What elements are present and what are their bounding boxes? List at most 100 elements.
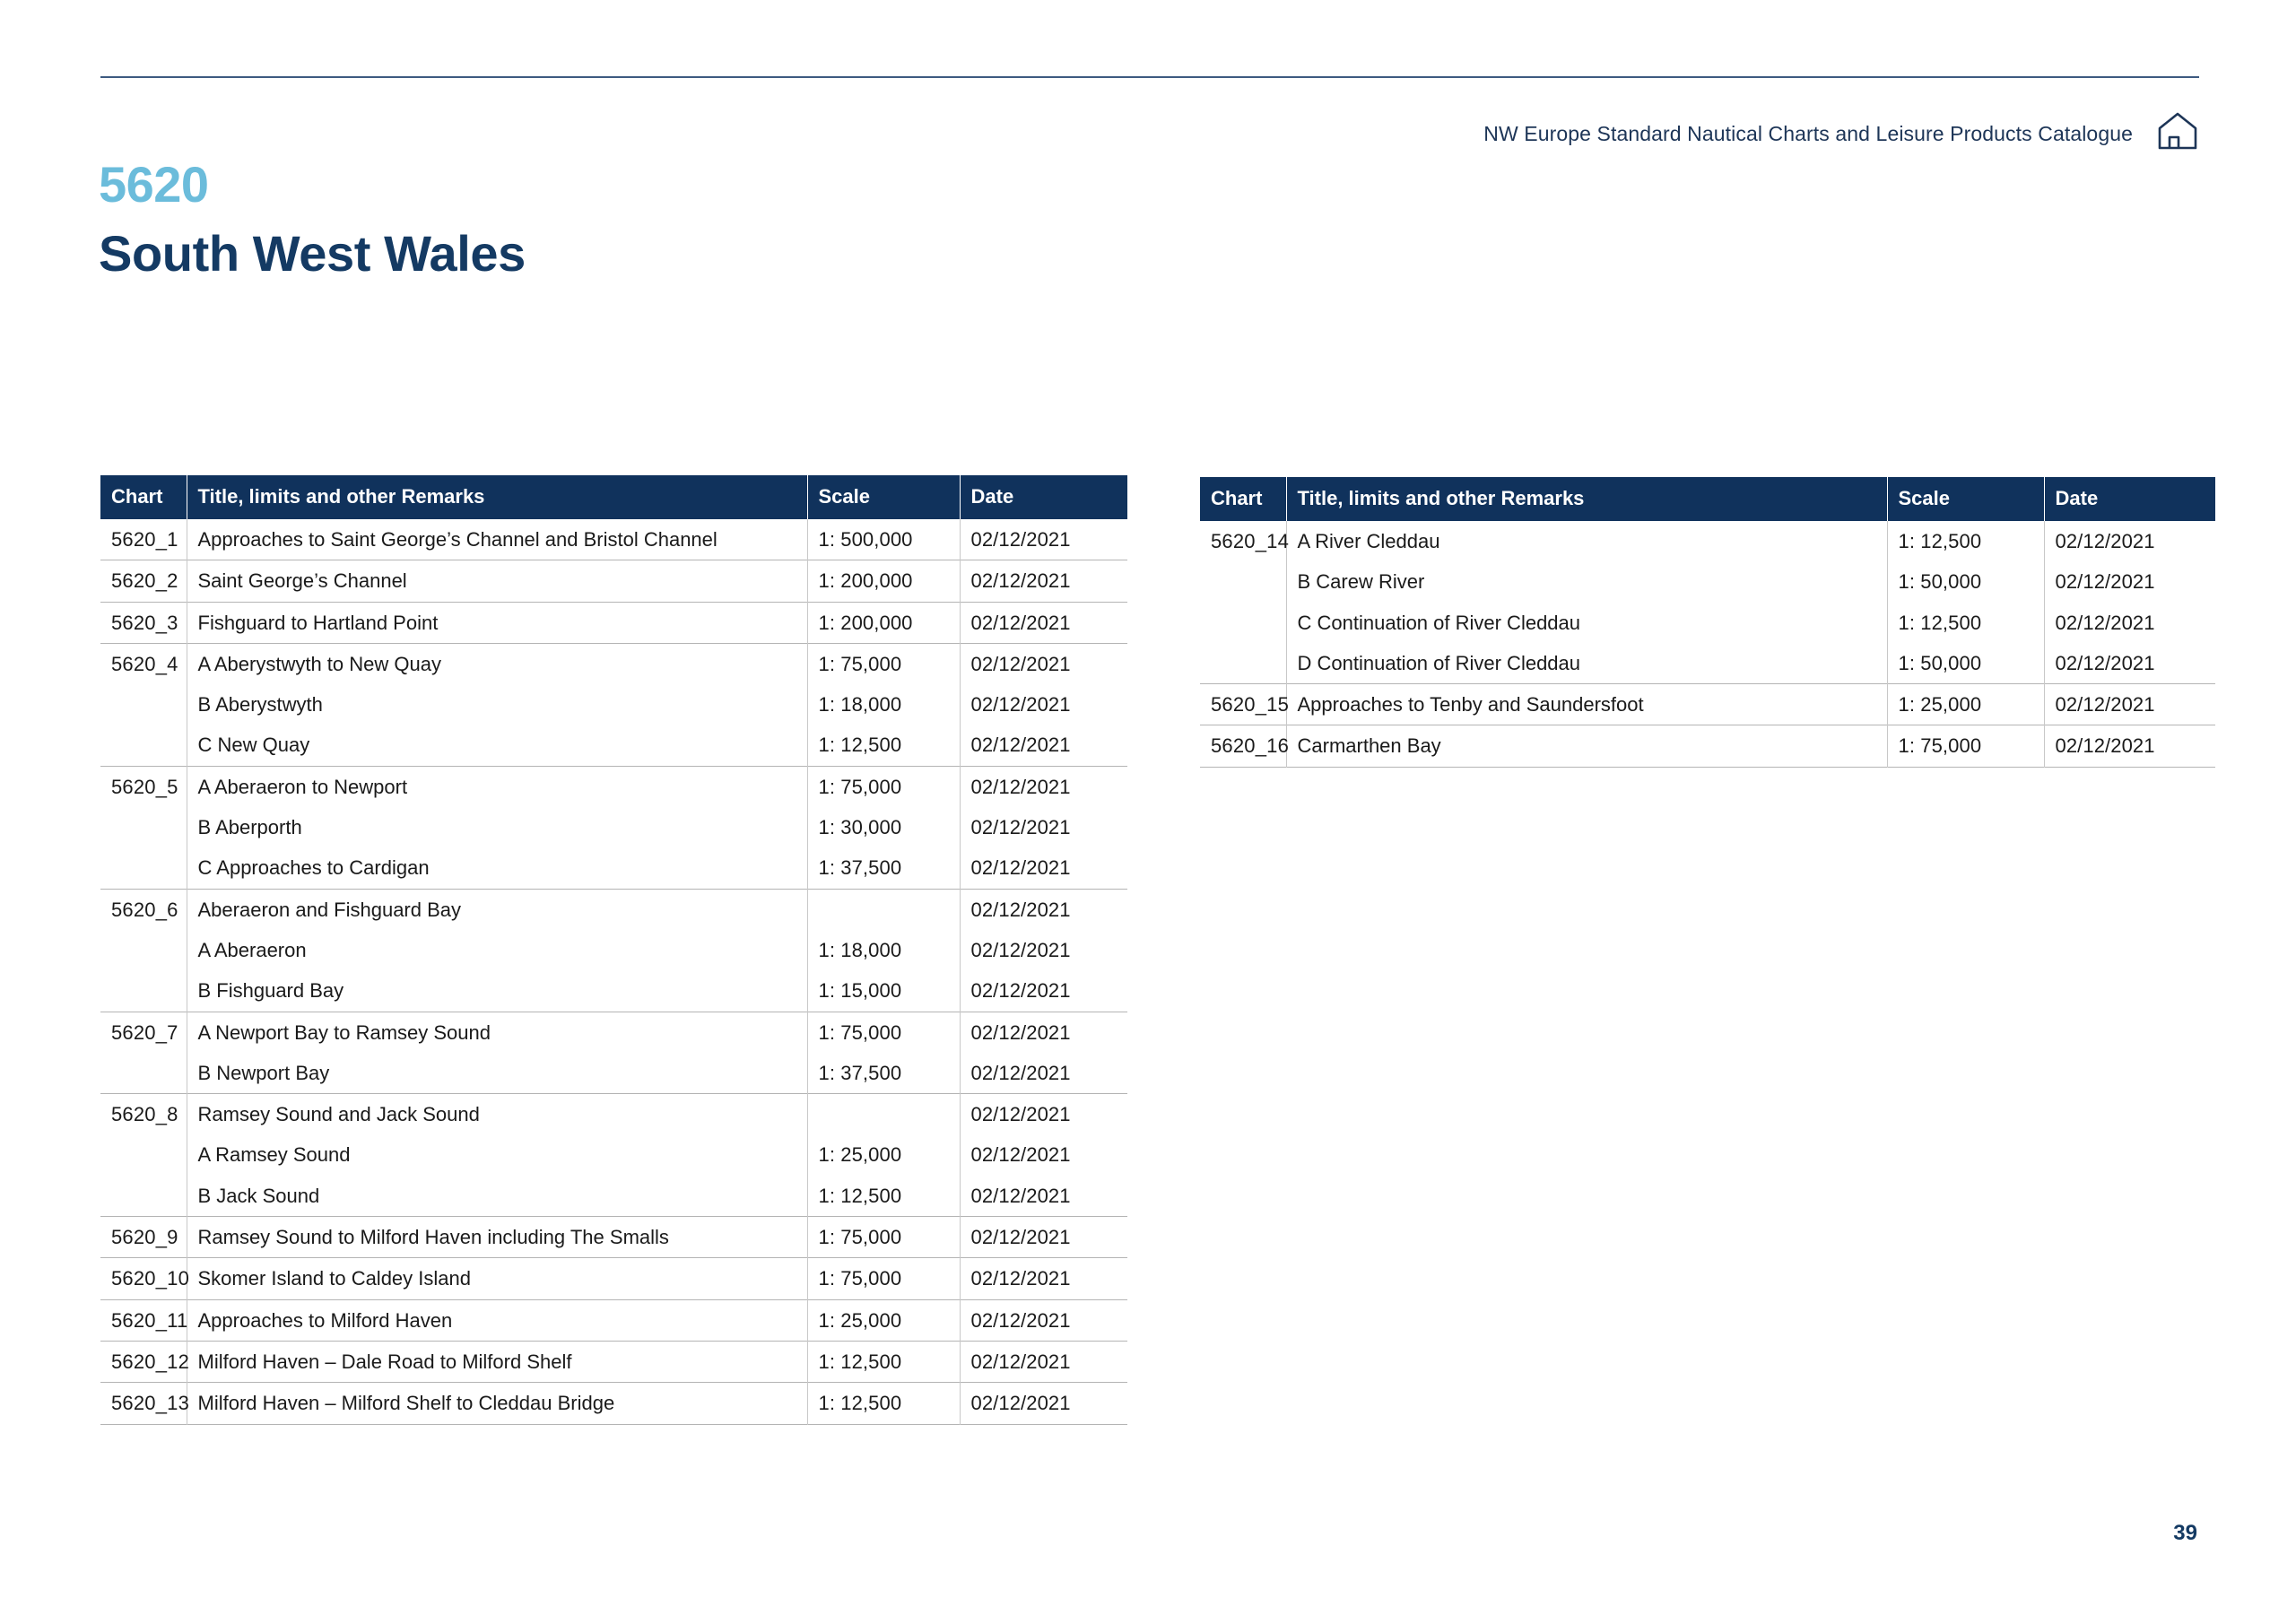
cell-date: 02/12/2021 (960, 888, 1127, 930)
cell-date: 02/12/2021 (960, 684, 1127, 725)
table-header-right: Chart Title, limits and other Remarks Sc… (1200, 477, 2215, 521)
cell-chart (100, 1134, 187, 1176)
cell-chart (1200, 642, 1287, 684)
cell-scale: 1: 18,000 (807, 929, 961, 971)
cell-title: A Ramsey Sound (187, 1134, 808, 1176)
cell-title: A Newport Bay to Ramsey Sound (187, 1011, 808, 1053)
cell-title: Milford Haven – Dale Road to Milford She… (187, 1340, 808, 1383)
cell-title: Skomer Island to Caldey Island (187, 1257, 808, 1300)
column-header-title: Title, limits and other Remarks (1286, 477, 1888, 521)
cell-scale: 1: 25,000 (807, 1134, 961, 1176)
home-icon[interactable] (2156, 112, 2199, 152)
cell-chart: 5620_9 (100, 1216, 187, 1258)
table-row: C New Quay 1: 12,500 02/12/2021 (100, 725, 1127, 767)
table-header-row: Chart Title, limits and other Remarks Sc… (100, 475, 1127, 519)
table-row: 5620_11 Approaches to Milford Haven 1: 25,… (100, 1298, 1127, 1342)
catalogue-title: NW Europe Standard Nautical Charts and L… (1483, 121, 2133, 145)
column-header-chart: Chart (1200, 477, 1287, 521)
cell-date: 02/12/2021 (960, 807, 1127, 848)
table-row: 5620_3 Fishguard to Hartland Point 1: 200,… (100, 601, 1127, 644)
cell-title: B Aberporth (187, 807, 808, 848)
chart-table-left: Chart Title, limits and other Remarks Sc… (100, 475, 1127, 1425)
table-row: B Carew River 1: 50,000 02/12/2021 (1200, 561, 2215, 603)
cell-date: 02/12/2021 (960, 519, 1127, 560)
cell-title: C New Quay (187, 725, 808, 767)
cell-chart: 5620_13 (100, 1382, 189, 1425)
cell-title: Ramsey Sound to Milford Haven including … (187, 1216, 808, 1258)
cell-chart (100, 929, 187, 971)
table-row: C Approaches to Cardigan 1: 37,500 02/12/2… (100, 847, 1127, 890)
cell-date: 02/12/2021 (2044, 725, 2215, 768)
cell-date: 02/12/2021 (960, 1382, 1127, 1425)
table-row: B Newport Bay 1: 37,500 02/12/2021 (100, 1052, 1127, 1094)
table-row: 5620_4 A Aberystwyth to New Quay 1: 75,000… (100, 642, 1127, 685)
table-row: 5620_1 Approaches to Saint George’s Chann… (100, 519, 1127, 560)
cell-date: 02/12/2021 (2044, 683, 2215, 725)
cell-chart: 5620_11 (100, 1298, 187, 1342)
column-header-scale: Scale (1887, 477, 2045, 521)
cell-title: Approaches to Milford Haven (187, 1298, 808, 1342)
cell-title: B Fishguard Bay (187, 970, 808, 1012)
table-body-right: 5620_14 A River Cleddau 1: 12,500 02/12/202… (1200, 521, 2215, 768)
table-body-left: 5620_1 Approaches to Saint George’s Chann… (100, 519, 1127, 1425)
cell-scale: 1: 30,000 (807, 807, 961, 848)
page-title-number: 5620 (99, 156, 209, 213)
cell-date: 02/12/2021 (960, 1216, 1127, 1258)
cell-title: Aberaeron and Fishguard Bay (187, 888, 808, 930)
table-row: 5620_6 Aberaeron and Fishguard Bay 02/12/2… (100, 888, 1127, 930)
cell-date: 02/12/2021 (960, 1298, 1127, 1342)
column-header-chart: Chart (100, 475, 187, 519)
cell-scale: 1: 12,500 (807, 1175, 961, 1217)
cell-scale: 1: 12,500 (807, 1340, 961, 1383)
cell-date: 02/12/2021 (960, 1257, 1127, 1300)
cell-title: C Approaches to Cardigan (187, 847, 808, 890)
cell-chart: 5620_8 (100, 1093, 187, 1135)
cell-scale: 1: 75,000 (807, 1257, 961, 1300)
cell-scale: 1: 12,500 (807, 725, 961, 767)
cell-date: 02/12/2021 (960, 1134, 1127, 1176)
cell-date: 02/12/2021 (960, 929, 1127, 971)
cell-scale: 1: 75,000 (807, 765, 961, 808)
table-row: 5620_7 A Newport Bay to Ramsey Sound 1: 75… (100, 1011, 1127, 1053)
column-header-date: Date (960, 475, 1127, 519)
cell-date: 02/12/2021 (960, 642, 1127, 685)
cell-chart: 5620_16 (1200, 725, 1289, 768)
table-row: 5620_5 A Aberaeron to Newport 1: 75,000 02/… (100, 765, 1127, 808)
table-row: 5620_2 Saint George’s Channel 1: 200,000 02… (100, 560, 1127, 603)
cell-scale: 1: 75,000 (807, 642, 961, 685)
cell-scale: 1: 75,000 (807, 1011, 961, 1053)
cell-title: B Carew River (1286, 561, 1888, 603)
cell-date: 02/12/2021 (960, 560, 1127, 603)
cell-chart (100, 684, 187, 725)
cell-scale: 1: 12,500 (1887, 602, 2045, 643)
cell-chart (100, 970, 187, 1012)
column-header-scale: Scale (807, 475, 961, 519)
cell-title: A River Cleddau (1286, 521, 1888, 562)
page-title: South West Wales (99, 225, 526, 282)
cell-chart (100, 807, 187, 848)
cell-chart (100, 1052, 187, 1094)
cell-chart: 5620_3 (100, 601, 187, 644)
cell-chart: 5620_6 (100, 888, 187, 930)
cell-scale (807, 888, 961, 930)
table-row: C Continuation of River Cleddau 1: 12,500… (1200, 602, 2215, 643)
header-divider (100, 76, 2199, 78)
cell-scale: 1: 37,500 (807, 1052, 961, 1094)
cell-date: 02/12/2021 (960, 1175, 1127, 1217)
page-header: NW Europe Standard Nautical Charts and L… (1483, 112, 2199, 152)
cell-date: 02/12/2021 (960, 765, 1127, 808)
cell-chart: 5620_15 (1200, 683, 1289, 725)
cell-date: 02/12/2021 (960, 1093, 1127, 1135)
cell-chart (100, 1175, 187, 1217)
cell-title: B Jack Sound (187, 1175, 808, 1217)
cell-chart: 5620_4 (100, 642, 187, 685)
column-header-title: Title, limits and other Remarks (187, 475, 808, 519)
cell-title: A Aberystwyth to New Quay (187, 642, 808, 685)
table-row: D Continuation of River Cleddau 1: 50,000… (1200, 642, 2215, 684)
cell-title: Saint George’s Channel (187, 560, 808, 603)
cell-title: A Aberaeron to Newport (187, 765, 808, 808)
table-row: 5620_9 Ramsey Sound to Milford Haven incl… (100, 1216, 1127, 1258)
column-header-date: Date (2044, 477, 2215, 521)
cell-title: A Aberaeron (187, 929, 808, 971)
